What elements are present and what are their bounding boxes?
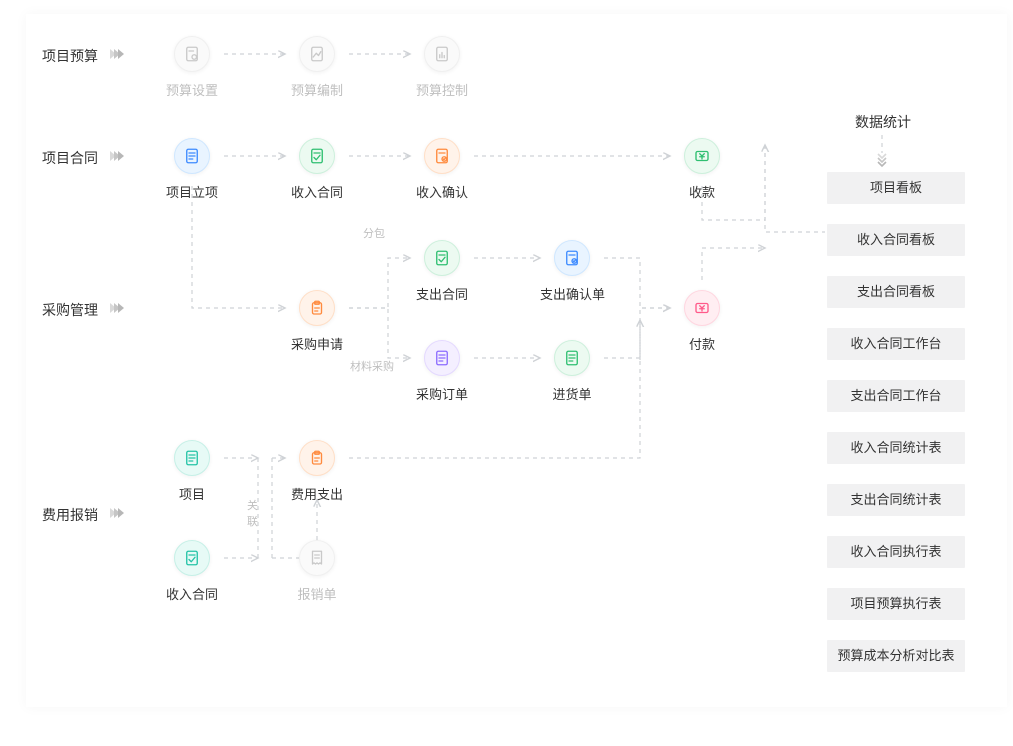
stats-item-4[interactable]: 支出合同工作台 [827,380,965,412]
stats-title: 数据统计 [855,112,911,132]
node-label-reimburse: 报销单 [285,584,349,603]
row-chevron-purchase [110,303,122,313]
node-icon-pay [684,290,720,326]
node-icon-goods_in [554,340,590,376]
node-project[interactable]: 项目 [160,440,224,503]
mini-label-relate: 关 联 [247,497,258,529]
node-pur_order[interactable]: 采购订单 [410,340,474,403]
stats-item-7[interactable]: 收入合同执行表 [827,536,965,568]
row-label-expense: 费用报销 [42,505,98,525]
node-icon-exp_conf [554,240,590,276]
node-label-project: 项目 [160,484,224,503]
node-pay[interactable]: 付款 [670,290,734,353]
node-label-exp_conf: 支出确认单 [540,284,604,303]
node-label-pay: 付款 [670,334,734,353]
row-label-budget: 项目预算 [42,46,98,66]
node-label-goods_in: 进货单 [540,384,604,403]
node-icon-income_ctr2 [174,540,210,576]
node-label-pur_req: 采购申请 [285,334,349,353]
node-icon-budget_edit [299,36,335,72]
stats-item-8[interactable]: 项目预算执行表 [827,588,965,620]
node-exp_conf[interactable]: 支出确认单 [540,240,604,303]
node-icon-income_ctr [299,138,335,174]
node-icon-reimburse [299,540,335,576]
node-goods_in[interactable]: 进货单 [540,340,604,403]
row-chevron-expense [110,508,122,518]
mini-label-material: 材料采购 [350,358,394,374]
node-budget_set[interactable]: 预算设置 [160,36,224,99]
node-icon-income_conf [424,138,460,174]
stats-item-6[interactable]: 支出合同统计表 [827,484,965,516]
node-label-proj_init: 项目立项 [160,182,224,201]
node-pur_req[interactable]: 采购申请 [285,290,349,353]
node-label-income_ctr2: 收入合同 [160,584,224,603]
node-icon-budget_set [174,36,210,72]
node-icon-project [174,440,210,476]
row-chevron-contract [110,151,122,161]
node-income_ctr[interactable]: 收入合同 [285,138,349,201]
stats-item-9[interactable]: 预算成本分析对比表 [827,640,965,672]
node-label-pur_order: 采购订单 [410,384,474,403]
stats-item-1[interactable]: 收入合同看板 [827,224,965,256]
node-icon-exp_out [299,440,335,476]
node-exp_out[interactable]: 费用支出 [285,440,349,503]
node-icon-proj_init [174,138,210,174]
node-exp_ctr[interactable]: 支出合同 [410,240,474,303]
node-label-budget_set: 预算设置 [160,80,224,99]
node-label-income_ctr: 收入合同 [285,182,349,201]
node-icon-pur_req [299,290,335,326]
row-label-contract: 项目合同 [42,148,98,168]
row-label-purchase: 采购管理 [42,300,98,320]
stats-item-0[interactable]: 项目看板 [827,172,965,204]
node-label-budget_ctrl: 预算控制 [410,80,474,99]
node-label-exp_out: 费用支出 [285,484,349,503]
node-icon-receive [684,138,720,174]
node-income_ctr2[interactable]: 收入合同 [160,540,224,603]
stats-item-2[interactable]: 支出合同看板 [827,276,965,308]
node-budget_edit[interactable]: 预算编制 [285,36,349,99]
node-icon-budget_ctrl [424,36,460,72]
node-icon-pur_order [424,340,460,376]
row-chevron-budget [110,49,122,59]
node-receive[interactable]: 收款 [670,138,734,201]
node-label-receive: 收款 [670,182,734,201]
stats-item-5[interactable]: 收入合同统计表 [827,432,965,464]
node-budget_ctrl[interactable]: 预算控制 [410,36,474,99]
node-icon-exp_ctr [424,240,460,276]
stats-item-3[interactable]: 收入合同工作台 [827,328,965,360]
mini-label-subcontract: 分包 [363,225,385,241]
node-label-exp_ctr: 支出合同 [410,284,474,303]
node-proj_init[interactable]: 项目立项 [160,138,224,201]
node-income_conf[interactable]: 收入确认 [410,138,474,201]
node-reimburse[interactable]: 报销单 [285,540,349,603]
node-label-budget_edit: 预算编制 [285,80,349,99]
node-label-income_conf: 收入确认 [410,182,474,201]
